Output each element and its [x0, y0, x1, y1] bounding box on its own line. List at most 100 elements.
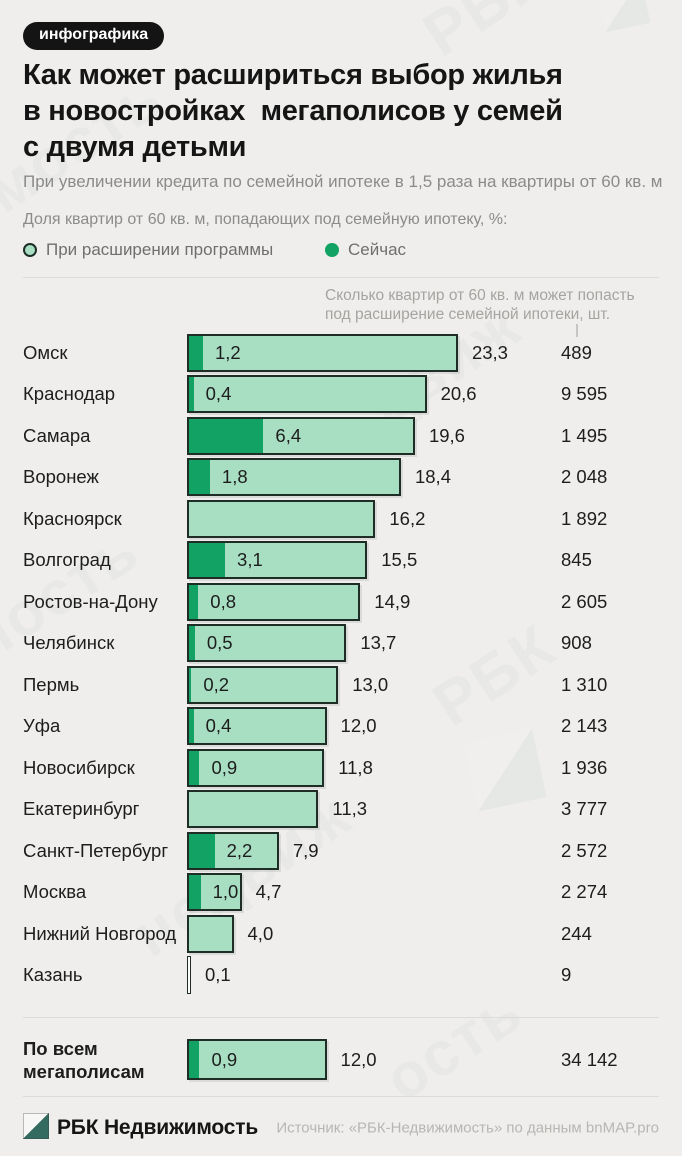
row-bar-expanded: 0,4 — [187, 707, 327, 745]
total-label-line-1: По всем — [23, 1038, 98, 1059]
row-expanded-value: 13,7 — [360, 632, 397, 654]
row-now-value: 0,4 — [205, 715, 232, 736]
row-city-label: Ростов-на-Дону — [23, 590, 158, 612]
row-expanded-value: 0,1 — [205, 964, 231, 986]
row-city-label: Красноярск — [23, 507, 122, 529]
row-expanded-value: 18,4 — [414, 466, 451, 488]
legend-item-now: Сейчас — [325, 240, 406, 260]
legend-item-expanded: При расширении программы — [23, 240, 273, 260]
chart-row: Новосибирск 0,9 11,8 1 936 — [0, 747, 682, 789]
row-expanded-value: 11,3 — [332, 798, 368, 820]
subtitle: При увеличении кредита по семейной ипоте… — [23, 172, 663, 191]
rbc-logo-icon — [23, 1113, 49, 1139]
row-count: 1 495 — [561, 424, 608, 446]
row-city-label: Москва — [23, 881, 87, 903]
chart-row: Нижний Новгород 4,0 244 — [0, 913, 682, 955]
row-count: 845 — [561, 549, 592, 571]
row-bar-expanded: 0,8 — [187, 582, 361, 621]
row-expanded-value: 7,9 — [292, 839, 319, 861]
row-city-label: Волгоград — [23, 549, 111, 571]
row-city-label: Челябинск — [23, 632, 115, 654]
legend-item-label: При расширении программы — [46, 240, 274, 259]
divider-top — [23, 277, 659, 278]
row-count: 9 595 — [561, 383, 608, 405]
legend-dot-expanded-icon — [23, 243, 37, 257]
row-expanded-value: 13,0 — [352, 673, 389, 695]
chart-row: Краснодар 0,4 20,6 9 595 — [0, 374, 682, 416]
chart-row: Омск 1,2 23,3 489 — [0, 332, 682, 374]
row-bar-now — [189, 377, 194, 411]
row-now-value: 0,8 — [210, 590, 237, 612]
row-bar-expanded — [187, 499, 376, 538]
source-note: Источник: «РБК-Недвижимость» по данным b… — [276, 1119, 659, 1136]
chart-row: Воронеж 1,8 18,4 2 048 — [0, 457, 682, 499]
title-line-3: с двумя детьми — [23, 131, 247, 163]
row-bar-expanded: 3,1 — [187, 541, 368, 579]
row-city-label: Воронеж — [23, 466, 99, 488]
row-bar-now — [189, 543, 226, 577]
row-expanded-value: 14,9 — [374, 590, 411, 612]
row-now-value: 2,2 — [226, 839, 253, 861]
page-title: Как может расшириться выбор жилья в ново… — [23, 57, 663, 165]
title-line-1: Как может расшириться выбор жилья — [23, 59, 563, 91]
row-expanded-value: 19,6 — [428, 424, 465, 446]
chart-row: Уфа 0,4 12,0 2 143 — [0, 706, 682, 748]
count-column-note-line-1: Сколько квартир от 60 кв. м может попаст… — [325, 287, 635, 304]
row-expanded-value: 15,5 — [381, 549, 418, 571]
row-city-label: Самара — [23, 424, 91, 446]
row-bar-expanded: 0,4 — [187, 375, 427, 413]
legend-label: Доля квартир от 60 кв. м, попадающих под… — [23, 211, 508, 228]
row-bar-now — [189, 750, 200, 785]
row-city-label: Краснодар — [23, 383, 116, 405]
row-expanded-value: 20,6 — [440, 383, 477, 405]
total-now-value: 0,9 — [211, 1048, 238, 1070]
row-count: 2 143 — [561, 715, 608, 737]
row-bar-expanded: 1,2 — [187, 333, 458, 372]
row-bar-expanded: 0,9 — [187, 748, 325, 787]
row-bar-expanded: 0,2 — [187, 665, 339, 704]
total-row: По всем мегаполисам 0,9 12,0 34 142 — [0, 1038, 682, 1082]
chart-row: Челябинск 0,5 13,7 908 — [0, 623, 682, 665]
row-bar-expanded — [187, 790, 319, 828]
count-column-tick — [576, 324, 578, 337]
total-bar-now — [189, 1041, 200, 1078]
footer: РБК Недвижимость Источник: «РБК-Недвижим… — [0, 1105, 682, 1150]
row-expanded-value: 4,7 — [255, 881, 282, 903]
chart-row: Самара 6,4 19,6 1 495 — [0, 415, 682, 457]
row-bar-now — [189, 833, 215, 868]
row-bar-expanded: 2,2 — [187, 831, 279, 870]
row-bar-expanded: 1,8 — [187, 458, 401, 496]
row-expanded-value: 11,8 — [338, 756, 373, 778]
row-bar-expanded: 0,5 — [187, 624, 347, 662]
count-column-note-line-2: под расширение семейной ипотеки, шт. — [325, 306, 610, 323]
row-now-value: 1,0 — [212, 881, 239, 902]
total-label: По всем мегаполисам — [23, 1037, 145, 1083]
row-count: 489 — [561, 341, 592, 363]
chart-row: Ростов-на-Дону 0,8 14,9 2 605 — [0, 581, 682, 623]
row-now-value: 0,9 — [211, 756, 238, 778]
total-bar-expanded: 0,9 — [187, 1039, 327, 1080]
row-now-value: 6,4 — [275, 424, 302, 446]
row-count: 908 — [561, 632, 592, 654]
row-bar-now — [189, 875, 201, 909]
row-city-label: Уфа — [23, 715, 61, 737]
chart-row: Санкт-Петербург 2,2 7,9 2 572 — [0, 830, 682, 872]
row-now-value: 0,4 — [205, 383, 232, 404]
row-bar-now — [189, 709, 194, 743]
brand-name: РБК Недвижимость — [57, 1115, 259, 1139]
row-expanded-value: 4,0 — [247, 922, 274, 944]
chart-row: Пермь 0,2 13,0 1 310 — [0, 664, 682, 706]
row-now-value: 0,2 — [203, 673, 230, 695]
row-bar-now — [189, 335, 203, 370]
row-count: 1 936 — [561, 756, 608, 778]
row-now-value: 1,8 — [221, 466, 248, 487]
infographic-badge: инфографика — [23, 22, 165, 50]
row-city-label: Пермь — [23, 673, 80, 695]
count-column-note: Сколько квартир от 60 кв. м может попаст… — [325, 286, 665, 324]
row-expanded-value: 16,2 — [389, 507, 426, 529]
row-expanded-value: 23,3 — [471, 341, 508, 363]
chart-row: Красноярск 16,2 1 892 — [0, 498, 682, 540]
chart-row: Волгоград 3,1 15,5 845 — [0, 540, 682, 582]
row-count: 3 777 — [561, 798, 608, 820]
